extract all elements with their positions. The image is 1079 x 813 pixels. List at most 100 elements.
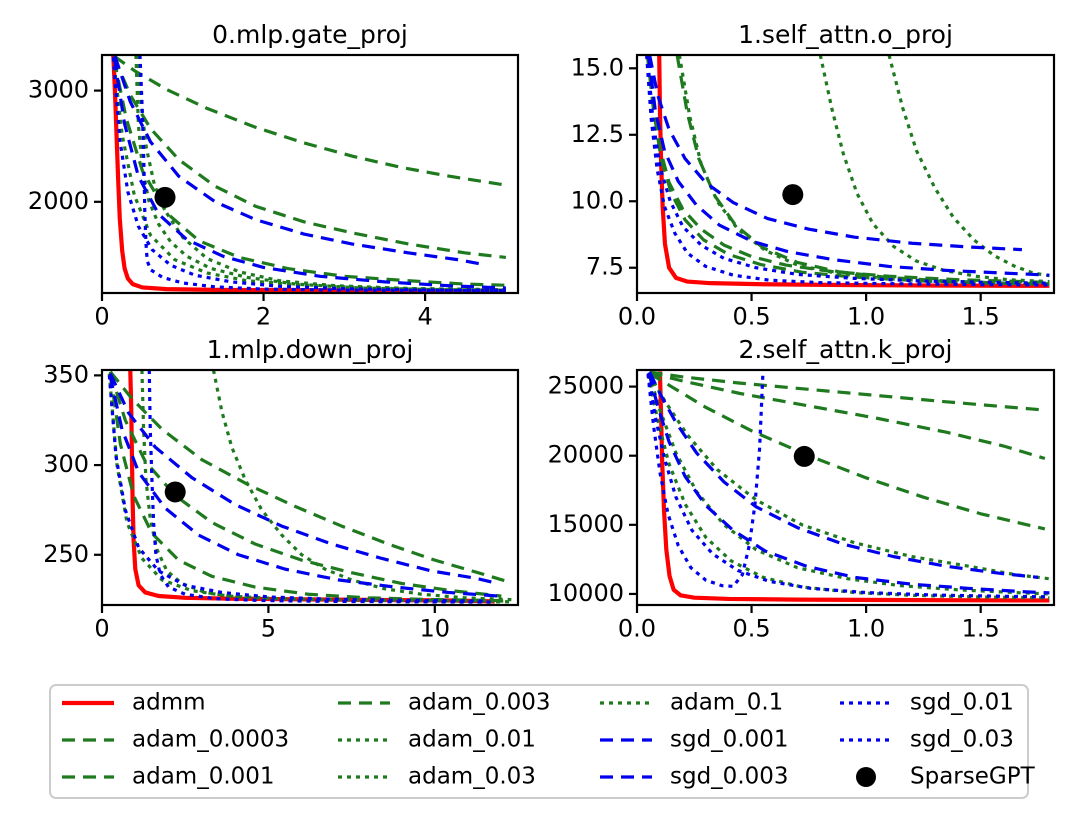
axes-frame — [635, 368, 1056, 607]
series-line-sgd-0-003 — [108, 375, 499, 598]
plot-lines — [645, 55, 1050, 288]
sparsegpt-marker — [164, 481, 186, 503]
series-line-adam-0-1 — [887, 55, 1050, 278]
series-line-adam-0-001 — [112, 56, 507, 260]
series-line-adam-0-003 — [112, 59, 506, 287]
axes-frame — [100, 53, 520, 295]
x-tick-label: 1.5 — [962, 303, 1000, 331]
legend-label: sgd_0.001 — [670, 727, 789, 753]
x-tick-label: 0.0 — [618, 615, 656, 643]
series-line-adam-0-01 — [677, 55, 1050, 286]
series-line-sgd-0-001 — [113, 55, 482, 266]
subplot-1: 0.mlp.gate_proj 0 2 4 2000 3000 — [28, 20, 520, 331]
y-tick-label: 3000 — [28, 76, 89, 104]
series-line-adam-0-03 — [647, 373, 1050, 596]
series-line-adam-0-003 — [675, 55, 1050, 286]
series-line-sgd-0-03 — [646, 370, 765, 588]
y-tick-label: 12.5 — [571, 120, 624, 148]
legend-marker-dot — [856, 767, 876, 787]
y-tick-label: 10000 — [548, 579, 624, 607]
plot-lines — [107, 370, 512, 604]
y-tick-label: 10.0 — [571, 186, 624, 214]
legend-label: sgd_0.03 — [910, 727, 1014, 753]
series-line-sgd-0-01 — [111, 57, 506, 293]
series-line-adam-0-001 — [649, 371, 1046, 461]
legend-item-adam-0-001[interactable]: adam_0.001 — [62, 764, 275, 790]
legend-item-adam-0-0003[interactable]: adam_0.0003 — [62, 727, 289, 753]
series-line-sgd-0-01 — [107, 375, 485, 603]
x-tick-label: 1.5 — [962, 615, 1000, 643]
legend-item-SparseGPT[interactable]: SparseGPT — [856, 764, 1036, 790]
series-line-adam-0-0003 — [113, 55, 507, 187]
series-line-sgd-0-03 — [138, 55, 506, 293]
legend: admm adam_0.0003 adam_0.001 adam_0.003 adam_… — [49, 684, 1036, 799]
series-line-adam-0-01 — [648, 373, 1050, 581]
sparsegpt-marker — [782, 184, 804, 206]
legend-item-adam-0-03[interactable]: adam_0.03 — [338, 764, 536, 790]
series-line-sgd-0-03 — [645, 55, 1050, 287]
series-line-sgd-0-001 — [648, 371, 1039, 579]
x-tick-label: 1.0 — [847, 615, 885, 643]
legend-item-sgd-0-001[interactable]: sgd_0.001 — [600, 727, 789, 753]
series-line-sgd-0-001 — [648, 55, 1023, 252]
legend-item-sgd-0-01[interactable]: sgd_0.01 — [840, 690, 1014, 716]
y-tick-label: 350 — [43, 360, 89, 388]
x-tick-label: 4 — [417, 303, 432, 331]
legend-box — [49, 684, 1029, 799]
x-tick-label: 0 — [94, 615, 109, 643]
y-tick-label: 20000 — [548, 441, 624, 469]
series-line-adam-0-1 — [646, 374, 1050, 600]
subplot-3: 1.mlp.down_proj 0 5 10 250 300 350 — [43, 335, 520, 643]
series-line-adam-0-03 — [140, 370, 512, 604]
x-tick-label: 0.0 — [618, 303, 656, 331]
series-line-admm — [128, 370, 495, 604]
axes-frame — [100, 368, 520, 607]
x-tick-label: 2 — [256, 303, 271, 331]
plot-lines — [111, 55, 507, 293]
legend-item-adam-0-1[interactable]: adam_0.1 — [600, 690, 783, 716]
x-tick-label: 0.5 — [732, 303, 770, 331]
x-tick-label: 5 — [261, 615, 276, 643]
series-line-sgd-0-001 — [108, 372, 499, 586]
legend-item-adam-0-01[interactable]: adam_0.01 — [338, 727, 536, 753]
legend-label: sgd_0.01 — [910, 690, 1014, 716]
series-line-adam-0-1 — [134, 55, 506, 292]
legend-label: adam_0.01 — [408, 727, 536, 753]
legend-item-adam-0-003[interactable]: adam_0.003 — [338, 690, 551, 716]
y-tick-label: 7.5 — [586, 253, 624, 281]
plot-lines — [646, 370, 1050, 603]
legend-item-sgd-0-003[interactable]: sgd_0.003 — [600, 764, 789, 790]
sparsegpt-marker — [793, 445, 815, 467]
legend-label: sgd_0.003 — [670, 764, 789, 790]
sparsegpt-marker — [154, 186, 176, 208]
series-line-adam-0-001 — [108, 371, 502, 598]
series-line-sgd-0-01 — [646, 373, 1050, 599]
legend-label: SparseGPT — [910, 764, 1036, 790]
subplot-2: 1.self_attn.o_proj 0.0 0.5 1.0 1.5 7.5 10.0 12.… — [571, 20, 1056, 331]
series-line-adam-0-0003 — [649, 370, 1045, 412]
legend-item-sgd-0-03[interactable]: sgd_0.03 — [840, 727, 1014, 753]
series-line-sgd-0-003 — [647, 372, 1050, 595]
legend-label: adam_0.0003 — [132, 727, 289, 753]
subplot-title: 2.self_attn.k_proj — [738, 335, 952, 364]
series-line-sgd-0-03 — [147, 370, 495, 604]
y-tick-label: 300 — [43, 450, 89, 478]
series-line-adam-0-01 — [111, 57, 506, 292]
subplot-title: 1.self_attn.o_proj — [738, 20, 953, 49]
subplot-title: 0.mlp.gate_proj — [212, 20, 408, 49]
subplot-title: 1.mlp.down_proj — [207, 335, 414, 364]
series-line-admm — [657, 371, 1050, 603]
legend-label: adam_0.003 — [408, 690, 551, 716]
y-tick-label: 25000 — [548, 372, 624, 400]
legend-label: adam_0.001 — [132, 764, 275, 790]
y-tick-label: 250 — [43, 540, 89, 568]
legend-label: admm — [132, 690, 206, 716]
legend-label: adam_0.03 — [408, 764, 536, 790]
y-tick-label: 15.0 — [571, 53, 624, 81]
legend-label: adam_0.1 — [670, 690, 783, 716]
x-tick-label: 0.5 — [732, 615, 770, 643]
series-line-adam-0-0003 — [109, 370, 509, 584]
legend-item-admm[interactable]: admm — [62, 690, 206, 716]
